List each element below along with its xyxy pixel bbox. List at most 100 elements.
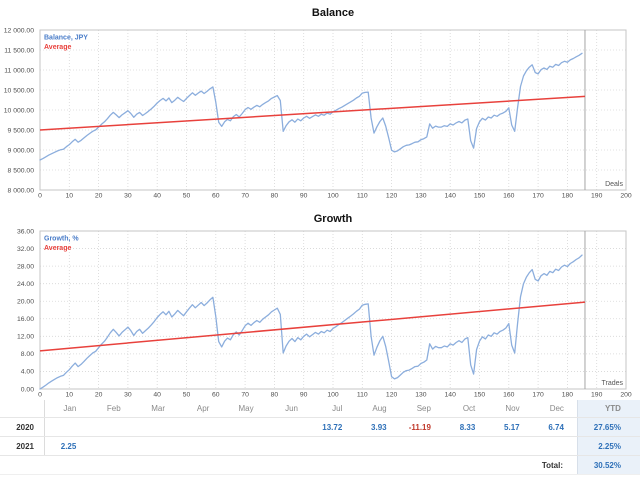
balance-x-tick-label: 180: [562, 193, 574, 200]
growth-legend-average: Average: [44, 245, 71, 252]
growth-average-line: [39, 301, 586, 352]
growth-x-tick-label: 90: [300, 392, 308, 399]
growth-x-tick-label: 120: [386, 392, 398, 399]
table-row-2021: 2021 2.25 2.25%: [0, 437, 640, 456]
balance-y-tick-label: 11 000.00: [4, 67, 34, 74]
growth-legend-series: Growth, %: [44, 236, 79, 243]
month-column-header: Nov: [505, 404, 520, 413]
month-column-header: Aug: [372, 404, 387, 413]
growth-x-tick-label: 10: [66, 392, 74, 399]
month-column-header: May: [238, 404, 254, 413]
growth-y-tick-label: 28.00: [17, 263, 34, 270]
month-value-cell: 2.25: [60, 441, 77, 451]
growth-y-tick-label: 16.00: [17, 316, 34, 323]
balance-x-tick-label: 140: [445, 193, 457, 200]
balance-x-tick-label: 90: [300, 193, 308, 200]
total-value-cell: 30.52%: [577, 456, 640, 474]
month-column-header: Jan: [63, 404, 77, 413]
balance-plot-border: [39, 29, 627, 191]
balance-y-tick-label: 8 500.00: [8, 167, 35, 174]
growth-x-tick-label: 160: [503, 392, 515, 399]
balance-x-tick-label: 150: [474, 193, 486, 200]
growth-x-tick-label: 100: [327, 392, 339, 399]
growth-x-tick-label: 200: [620, 392, 632, 399]
balance-x-tick-label: 190: [591, 193, 603, 200]
growth-y-tick-label: 36.00: [17, 228, 34, 235]
balance-x-tick-label: 20: [95, 193, 103, 200]
balance-x-tick-label: 50: [183, 193, 191, 200]
balance-x-tick-label: 0: [38, 193, 42, 200]
growth-x-tick-label: 70: [241, 392, 249, 399]
balance-x-tick-label: 30: [124, 193, 132, 200]
year-column-header: [0, 400, 45, 417]
growth-axis-unit-label: Trades: [601, 380, 623, 387]
month-value-cell: 6.74: [548, 422, 564, 432]
balance-y-tick-label: 8 000.00: [8, 187, 35, 194]
balance-x-tick-label: 200: [620, 193, 632, 200]
month-value-cell: 3.93: [371, 422, 387, 432]
balance-x-tick-label: 40: [153, 193, 161, 200]
growth-y-tick-label: 24.00: [17, 281, 34, 288]
growth-x-tick-label: 40: [153, 392, 161, 399]
growth-x-tick-label: 130: [415, 392, 427, 399]
balance-x-tick-label: 60: [212, 193, 220, 200]
balance-y-tick-label: 9 500.00: [8, 127, 35, 134]
balance-y-tick-label: 12 000.00: [4, 27, 34, 34]
table-total-row: Total: 30.52%: [0, 456, 640, 475]
year-label: 2020: [0, 418, 45, 436]
month-column-header: Mar: [151, 404, 165, 413]
growth-x-tick-label: 0: [38, 392, 42, 399]
balance-y-tick-label: 11 500.00: [4, 47, 34, 54]
ytd-column-header: YTD: [576, 400, 640, 417]
growth-x-tick-label: 140: [445, 392, 457, 399]
balance-y-tick-label: 10 000.00: [4, 107, 34, 114]
month-column-header: Apr: [196, 404, 210, 413]
balance-legend-series: Balance, JPY: [44, 35, 88, 42]
table-row-2020: 2020 13.72 3.93 -11.19 8.33 5.17 6.74 27.65%: [0, 418, 640, 437]
balance-x-tick-label: 100: [327, 193, 339, 200]
balance-y-tick-label: 9 000.00: [8, 147, 35, 154]
growth-x-tick-label: 50: [183, 392, 191, 399]
balance-x-tick-label: 10: [66, 193, 74, 200]
month-column-header: Jun: [285, 404, 298, 413]
month-column-header: Dec: [549, 404, 564, 413]
growth-x-tick-label: 30: [124, 392, 132, 399]
month-value-cell: 8.33: [459, 422, 476, 432]
month-column-header: Feb: [106, 404, 121, 413]
growth-y-tick-label: 32.00: [17, 246, 34, 253]
charts-canvas: 12 000.00 11 500.00 11 000.00 10 500.00 10 0…: [4, 27, 632, 399]
balance-x-tick-label: 120: [386, 193, 398, 200]
growth-y-tick-label: 12.00: [17, 334, 34, 341]
growth-plot-border: [39, 230, 627, 390]
balance-x-tick-label: 130: [415, 193, 427, 200]
total-label: Total:: [541, 460, 563, 470]
month-column-header: Sep: [416, 404, 431, 413]
growth-x-tick-label: 150: [474, 392, 486, 399]
table-header-row: Jan Feb Mar Apr May Jun Jul Aug Sep Oct Nov Dec YTD: [0, 400, 640, 418]
monthly-returns-table: Jan Feb Mar Apr May Jun Jul Aug Sep Oct Nov Dec YTD 2…: [0, 400, 640, 475]
growth-chart-title: Growth: [313, 213, 353, 225]
year-label: 2021: [0, 437, 45, 455]
growth-series-line: [39, 254, 583, 390]
growth-x-tick-label: 110: [357, 392, 368, 399]
balance-y-tick-label: 10 500.00: [4, 87, 34, 94]
balance-legend-average: Average: [44, 44, 71, 51]
growth-x-tick-label: 190: [591, 392, 603, 399]
balance-x-tick-label: 110: [357, 193, 368, 200]
growth-y-tick-label: 20.00: [17, 299, 34, 306]
balance-x-tick-label: 170: [532, 193, 544, 200]
growth-y-tick-label: 4.00: [21, 369, 34, 376]
balance-axis-unit-label: Deals: [605, 181, 623, 188]
month-value-cell: -11.19: [408, 422, 431, 432]
month-column-header: Oct: [462, 404, 476, 413]
balance-x-tick-label: 160: [503, 193, 515, 200]
month-column-header: Jul: [332, 404, 343, 413]
growth-y-tick-label: 8.00: [21, 351, 34, 358]
total-row-spacer: [0, 456, 45, 474]
ytd-value-cell: 27.65%: [576, 418, 640, 436]
growth-x-tick-label: 80: [271, 392, 279, 399]
growth-x-tick-label: 180: [562, 392, 574, 399]
ytd-value-cell: 2.25%: [576, 437, 640, 455]
balance-x-tick-label: 70: [241, 193, 249, 200]
